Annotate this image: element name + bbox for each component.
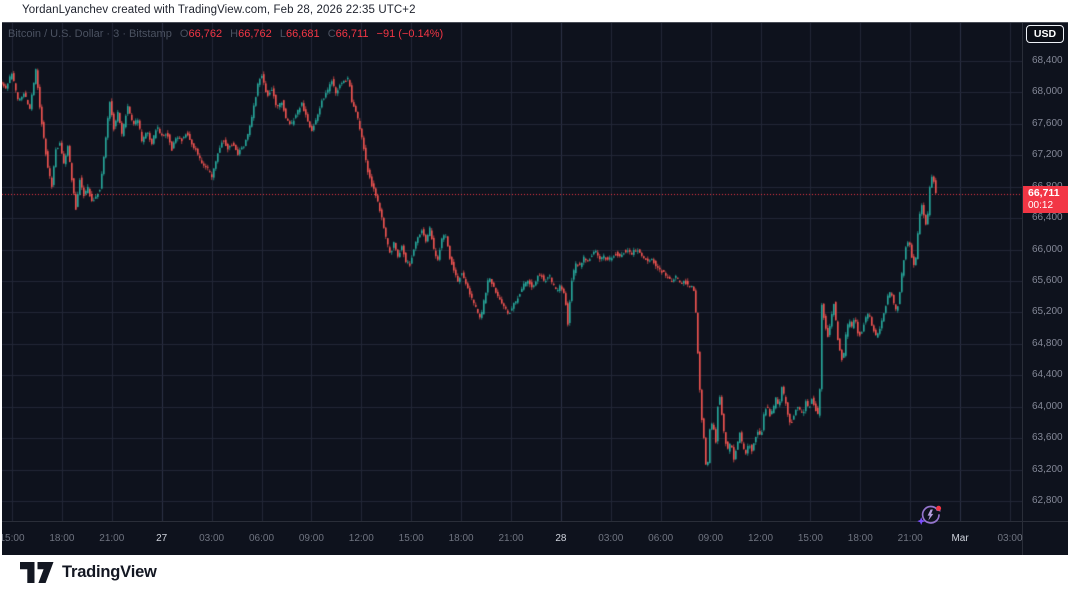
time-tick-label: 12:00 xyxy=(747,533,774,544)
close-value: 66,711 xyxy=(335,28,369,40)
open-key: O xyxy=(179,28,189,40)
last-price-badge: 66,711 00:12 xyxy=(1023,186,1068,213)
price-axis[interactable]: 68,40068,00067,60067,20066,80066,40066,0… xyxy=(1023,23,1068,521)
price-tick-label: 65,600 xyxy=(1032,274,1063,286)
currency-unit-badge[interactable]: USD xyxy=(1026,25,1064,43)
bar-countdown: 00:12 xyxy=(1028,200,1054,211)
symbol-description: Bitcoin / U.S. Dollar · 3 · Bitstamp xyxy=(8,28,172,40)
price-tick-label: 63,600 xyxy=(1032,432,1063,444)
time-tick-label: 12:00 xyxy=(348,533,374,544)
time-axis-separator xyxy=(2,521,1068,522)
time-tick-label: 18:00 xyxy=(847,533,873,544)
time-tick-label: 03:00 xyxy=(598,533,624,544)
time-tick-label: 27 xyxy=(156,533,168,544)
tradingview-brand-text: TradingView xyxy=(62,563,157,581)
price-tick-label: 68,400 xyxy=(1032,55,1063,66)
price-tick-label: 62,800 xyxy=(1032,494,1063,506)
time-tick-label: 21:00 xyxy=(99,533,125,544)
chart-area: Bitcoin / U.S. Dollar · 3 · Bitstamp O66… xyxy=(2,22,1068,555)
high-key: H xyxy=(230,28,239,40)
open-value: 66,762 xyxy=(188,28,223,40)
time-tick-label: 21:00 xyxy=(498,533,524,544)
time-tick-label: 06:00 xyxy=(248,533,275,544)
low-value: 66,681 xyxy=(285,28,320,40)
chart-stage: Bitcoin / U.S. Dollar · 3 · Bitstamp O66… xyxy=(0,22,1068,555)
close-key: C xyxy=(327,28,336,40)
time-tick-label: 09:00 xyxy=(698,533,724,544)
time-tick-label: 28 xyxy=(555,533,567,544)
price-tick-label: 67,200 xyxy=(1032,149,1063,161)
tradingview-logo-mark xyxy=(20,562,54,583)
footer-bar: TradingView xyxy=(0,555,1068,590)
time-tick-label: 18:00 xyxy=(448,533,474,544)
data-refresh-icon[interactable] xyxy=(916,501,944,529)
time-tick-label: 03:00 xyxy=(199,533,225,544)
price-tick-label: 63,200 xyxy=(1032,463,1063,475)
time-tick-label: 06:00 xyxy=(648,533,674,544)
time-tick-label: 15:00 xyxy=(398,533,424,544)
price-tick-label: 64,000 xyxy=(1032,400,1063,412)
attribution-bar: YordanLyanchev created with TradingView.… xyxy=(0,0,1068,22)
time-axis[interactable]: 15:00 18:00 21:00 27 03:00 06:00 09:00 12:00 15:… xyxy=(2,522,1068,555)
time-tick-label: 21:00 xyxy=(897,533,923,544)
attribution-text: YordanLyanchev created with TradingView.… xyxy=(22,4,416,16)
price-axis-separator xyxy=(1022,23,1023,555)
time-tick-label: 15:00 xyxy=(797,533,823,544)
high-value: 66,762 xyxy=(238,28,272,40)
change-value: −91 (−0.14%) xyxy=(376,28,444,40)
notification-dot xyxy=(936,505,942,511)
time-tick-label: 09:00 xyxy=(298,533,324,544)
symbol-legend[interactable]: Bitcoin / U.S. Dollar · 3 · Bitstamp O66… xyxy=(8,28,443,40)
price-tick-label: 64,400 xyxy=(1032,369,1063,381)
time-tick-label: 18:00 xyxy=(49,533,75,544)
price-tick-label: 67,600 xyxy=(1032,117,1063,129)
time-tick-label: 15:00 xyxy=(2,533,25,544)
price-tick-label: 66,400 xyxy=(1032,212,1063,224)
low-key: L xyxy=(279,28,286,40)
time-tick-label: Mar xyxy=(951,533,969,544)
price-tick-label: 64,800 xyxy=(1032,337,1063,349)
candlestick-chart-canvas[interactable] xyxy=(2,23,1022,521)
sparkle-icon xyxy=(917,517,926,525)
last-price-value: 66,711 xyxy=(1028,187,1060,199)
time-tick-label: 03:00 xyxy=(997,533,1023,544)
price-tick-label: 65,200 xyxy=(1032,306,1063,318)
price-tick-label: 68,000 xyxy=(1032,86,1063,98)
tradingview-logo[interactable]: TradingView xyxy=(20,562,157,583)
price-tick-label: 66,000 xyxy=(1032,243,1063,255)
